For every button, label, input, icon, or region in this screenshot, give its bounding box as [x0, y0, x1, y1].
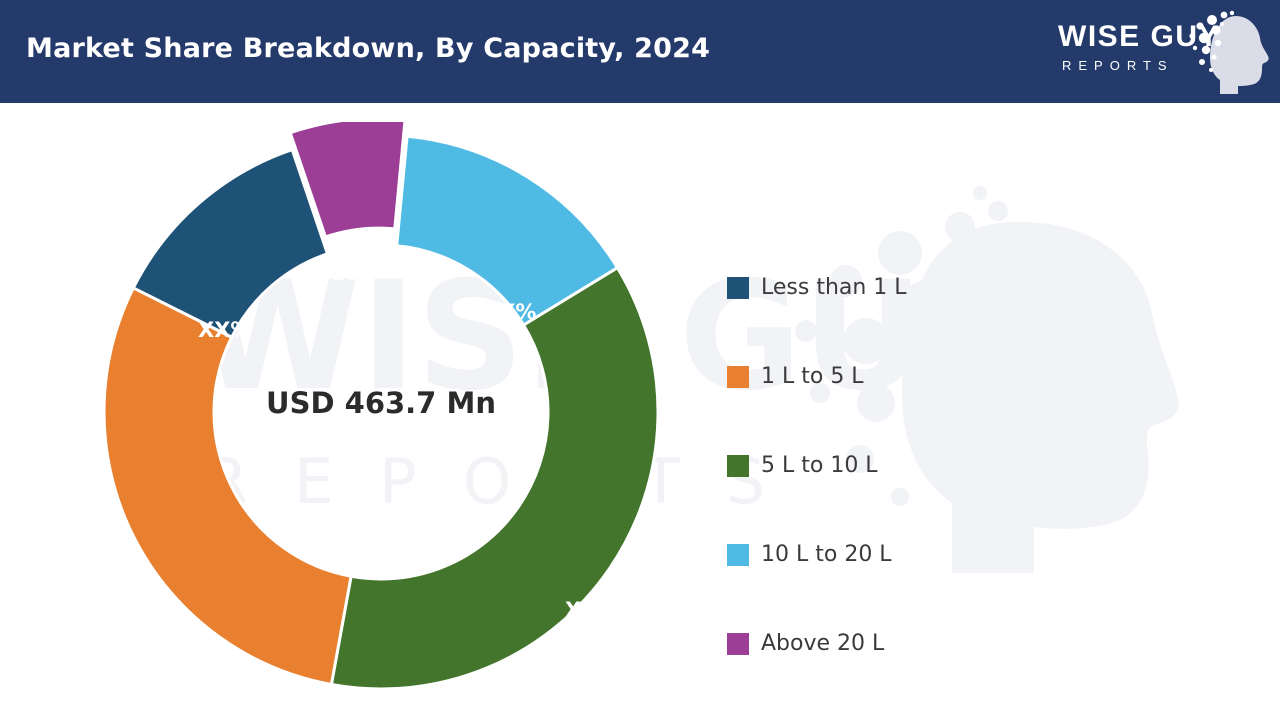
legend-item-5l-to-10l[interactable]: 5 L to 10 L	[727, 421, 1147, 510]
legend-item-10l-to-20l[interactable]: 10 L to 20 L	[727, 510, 1147, 599]
logo-secondary-text: REPORTS	[1062, 58, 1174, 73]
page-title: Market Share Breakdown, By Capacity, 202…	[26, 33, 711, 64]
legend-item-1l-to-5l[interactable]: 1 L to 5 L	[727, 332, 1147, 421]
slice-label-5l-to-10l: XX%	[565, 598, 619, 622]
dotted-head-silhouette-icon	[1189, 10, 1269, 94]
slice-label-1l-to-5l: 35.6%	[154, 635, 227, 659]
slice-label-less-than-1l: XX%	[198, 318, 252, 342]
chart-legend: Less than 1 L 1 L to 5 L 5 L to 10 L 10 …	[727, 243, 1147, 688]
brand-logo: WISE GUY REPORTS	[1056, 8, 1272, 96]
donut-slice[interactable]	[131, 147, 330, 340]
legend-swatch-icon	[727, 365, 749, 388]
legend-item-label: Above 20 L	[761, 631, 885, 656]
donut-chart	[102, 122, 660, 691]
donut-slice[interactable]	[329, 265, 660, 691]
donut-slice[interactable]	[395, 134, 620, 328]
legend-item-label: 5 L to 10 L	[761, 453, 878, 478]
legend-item-label: 10 L to 20 L	[761, 542, 892, 567]
donut-slice[interactable]	[102, 285, 353, 687]
donut-slice[interactable]	[288, 122, 407, 239]
page-header: Market Share Breakdown, By Capacity, 202…	[0, 0, 1280, 103]
legend-item-above-20l[interactable]: Above 20 L	[727, 599, 1147, 688]
chart-container: WISE GUY REPORTS XX% 35.6% XX% XX% XX% U…	[0, 103, 1280, 720]
donut-center-value: USD 463.7 Mn	[266, 386, 496, 420]
legend-item-label: Less than 1 L	[761, 275, 907, 300]
legend-swatch-icon	[727, 454, 749, 477]
legend-swatch-icon	[727, 543, 749, 566]
slice-label-10l-to-20l: XX%	[483, 300, 537, 324]
slice-label-above-20l: XX%	[322, 261, 376, 285]
legend-swatch-icon	[727, 276, 749, 299]
legend-item-label: 1 L to 5 L	[761, 364, 864, 389]
legend-item-less-than-1l[interactable]: Less than 1 L	[727, 243, 1147, 332]
legend-swatch-icon	[727, 632, 749, 655]
